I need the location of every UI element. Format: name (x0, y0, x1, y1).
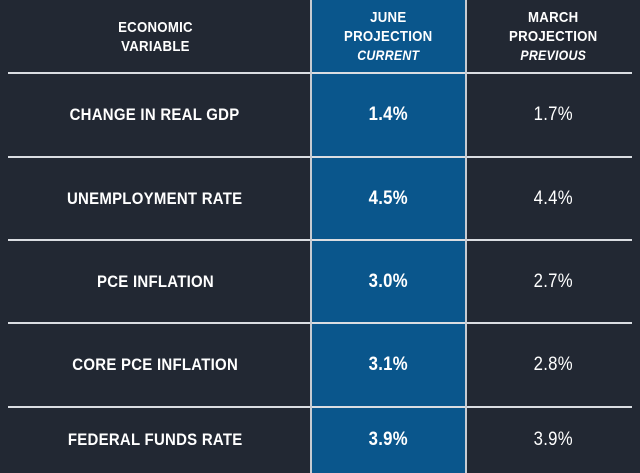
june-value: 4.5% (368, 187, 409, 209)
june-value: 3.1% (368, 354, 409, 375)
table-row: CORE PCE INFLATION 3.1% 2.8% (0, 323, 640, 408)
header-subline: PREVIOUS (520, 47, 587, 63)
header-row: ECONOMIC VARIABLE JUNE PROJECTION CURREN… (0, 0, 640, 74)
row-label: CHANGE IN REAL GDP (70, 105, 240, 124)
table-row: CHANGE IN REAL GDP 1.4% 1.7% (0, 73, 640, 158)
march-value: 1.7% (533, 104, 574, 125)
march-value: 4.4% (533, 187, 574, 209)
march-projection-header: MARCH PROJECTION PREVIOUS (467, 0, 640, 73)
row-label: UNEMPLOYMENT RATE (67, 188, 243, 208)
header-line: PROJECTION (509, 28, 598, 45)
header-line: ECONOMIC (117, 18, 193, 36)
row-label: FEDERAL FUNDS RATE (67, 430, 243, 449)
table-row: PCE INFLATION 3.0% 2.7% (0, 240, 640, 324)
header-line: VARIABLE (120, 37, 190, 55)
june-projection-header: JUNE PROJECTION CURRENT (312, 0, 465, 73)
header-line: MARCH (528, 9, 579, 26)
row-divider (8, 72, 632, 74)
header-line: PROJECTION (344, 28, 433, 45)
column-divider-left (310, 0, 312, 473)
row-divider (8, 322, 632, 324)
row-divider (8, 406, 632, 408)
table-row: UNEMPLOYMENT RATE 4.5% 4.4% (0, 157, 640, 241)
header-line: JUNE (370, 9, 407, 26)
row-divider (8, 239, 632, 241)
june-value: 1.4% (368, 104, 409, 125)
header-subline: CURRENT (357, 47, 420, 63)
row-label: PCE INFLATION (96, 271, 214, 291)
june-value: 3.9% (368, 429, 409, 450)
june-value: 3.0% (368, 270, 409, 292)
march-value: 2.7% (533, 270, 574, 292)
economic-variable-header: ECONOMIC VARIABLE (0, 0, 310, 73)
table-row: FEDERAL FUNDS RATE 3.9% 3.9% (0, 407, 640, 473)
june-column-highlight (312, 0, 465, 473)
row-divider (8, 156, 632, 158)
column-divider-right (465, 0, 467, 473)
march-value: 3.9% (533, 429, 574, 450)
row-label: CORE PCE INFLATION (72, 355, 238, 374)
march-value: 2.8% (533, 354, 574, 375)
